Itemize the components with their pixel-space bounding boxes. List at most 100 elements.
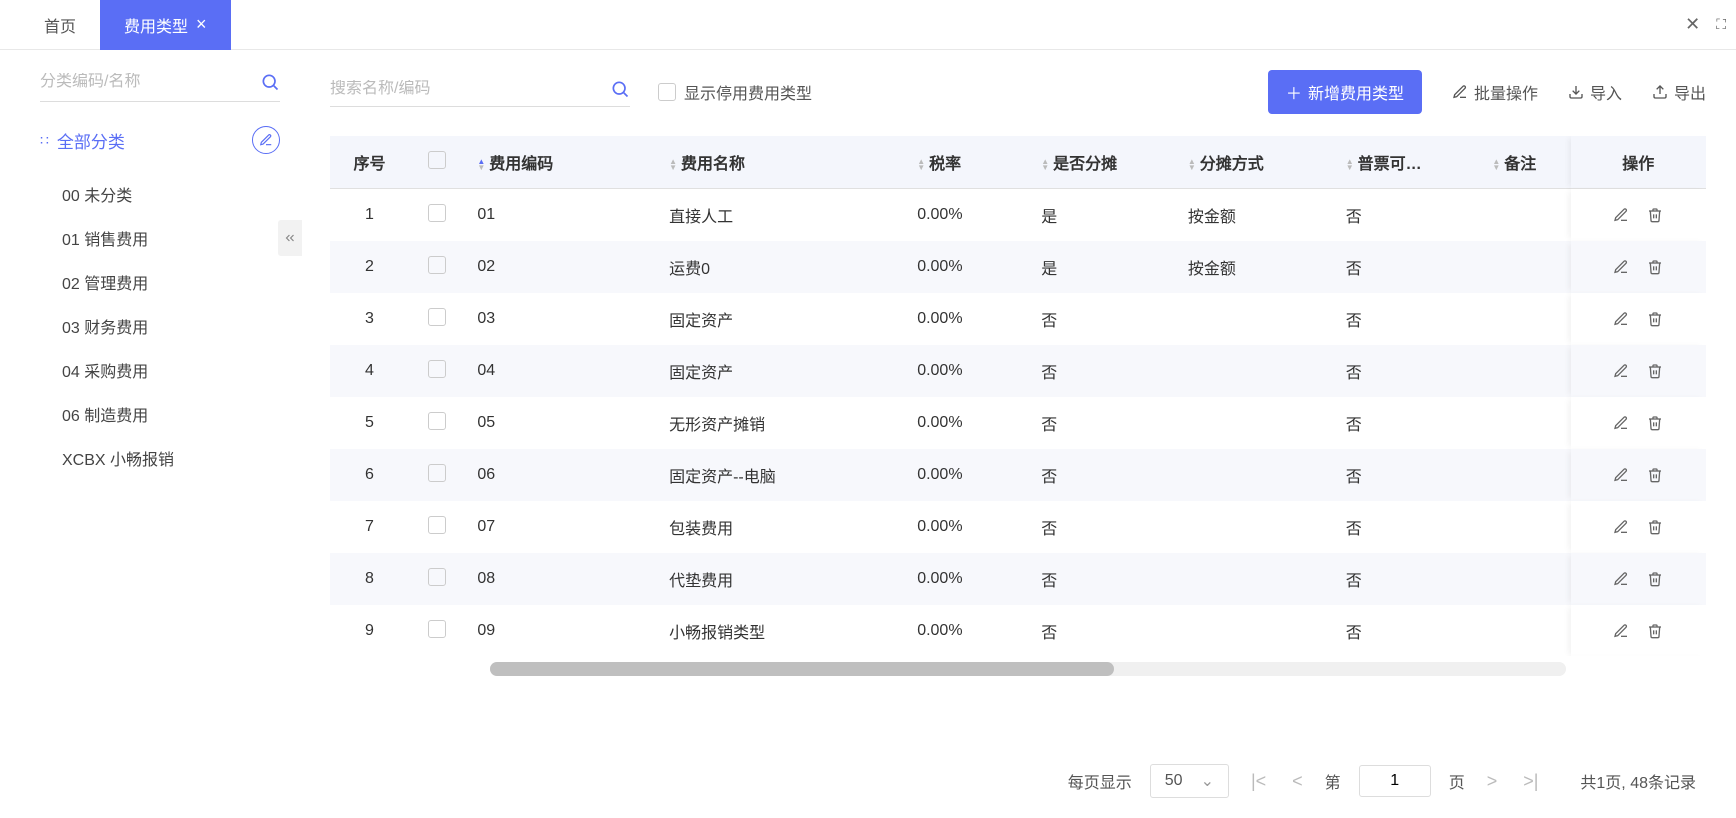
toolbar: 显示停用费用类型 ＋ 新增费用类型 批量操作 导入 导出 — [330, 70, 1706, 114]
delete-row-icon[interactable] — [1647, 414, 1663, 432]
row-checkbox[interactable] — [428, 308, 446, 326]
edit-row-icon[interactable] — [1613, 466, 1629, 484]
cell-checkbox[interactable] — [409, 501, 465, 553]
cell-name: 运费0 — [657, 241, 905, 293]
grid-icon: ∷ — [40, 132, 47, 149]
row-checkbox[interactable] — [428, 204, 446, 222]
first-page-icon[interactable]: |< — [1247, 771, 1270, 792]
search-icon[interactable] — [610, 77, 630, 100]
col-name[interactable]: 费用名称 — [657, 136, 905, 189]
delete-row-icon[interactable] — [1647, 310, 1663, 328]
table-row: 101直接人工0.00%是按金额否 — [330, 189, 1706, 241]
fullscreen-icon[interactable]: ⛶ — [1716, 16, 1726, 33]
col-code[interactable]: 费用编码 — [465, 136, 657, 189]
delete-row-icon[interactable] — [1647, 362, 1663, 380]
tabs-bar: 首页 费用类型 × ✕ ⛶ — [0, 0, 1736, 50]
last-page-icon[interactable]: >| — [1519, 771, 1542, 792]
edit-row-icon[interactable] — [1613, 258, 1629, 276]
col-rate[interactable]: 税率 — [905, 136, 1029, 189]
cell-seq: 3 — [330, 293, 409, 345]
page-prefix: 第 — [1325, 769, 1341, 793]
delete-row-icon[interactable] — [1647, 258, 1663, 276]
delete-row-icon[interactable] — [1647, 570, 1663, 588]
search-icon[interactable] — [260, 70, 280, 93]
import-button[interactable]: 导入 — [1568, 80, 1622, 104]
col-action-label: 操作 — [1622, 156, 1654, 173]
col-seq[interactable]: 序号 — [330, 136, 409, 189]
cell-seq: 1 — [330, 189, 409, 241]
edit-row-icon[interactable] — [1613, 310, 1629, 328]
edit-row-icon[interactable] — [1613, 622, 1629, 640]
col-alloc[interactable]: 是否分摊 — [1029, 136, 1176, 189]
show-disabled-checkbox[interactable]: 显示停用费用类型 — [658, 80, 812, 104]
sidebar-item[interactable]: 03 财务费用 — [40, 304, 280, 348]
edit-row-icon[interactable] — [1613, 570, 1629, 588]
cell-code: 01 — [465, 189, 657, 241]
delete-row-icon[interactable] — [1647, 622, 1663, 640]
row-checkbox[interactable] — [428, 516, 446, 534]
cell-checkbox[interactable] — [409, 553, 465, 605]
col-name-label: 费用名称 — [681, 156, 745, 173]
page-input[interactable] — [1359, 765, 1431, 797]
category-root[interactable]: ∷ 全部分类 — [40, 126, 280, 154]
cell-checkbox[interactable] — [409, 345, 465, 397]
edit-category-icon[interactable] — [252, 126, 280, 154]
per-page-select[interactable]: 50 ⌄ — [1150, 764, 1229, 798]
table-row: 505无形资产摊销0.00%否否 — [330, 397, 1706, 449]
col-checkbox[interactable] — [409, 136, 465, 189]
prev-page-icon[interactable]: < — [1288, 771, 1307, 792]
edit-row-icon[interactable] — [1613, 206, 1629, 224]
cell-seq: 2 — [330, 241, 409, 293]
row-checkbox[interactable] — [428, 360, 446, 378]
sidebar-search-input[interactable] — [40, 73, 260, 91]
col-method[interactable]: 分摊方式 — [1176, 136, 1334, 189]
collapse-sidebar-icon[interactable] — [278, 220, 302, 256]
sidebar-item[interactable]: 00 未分类 — [40, 172, 280, 216]
delete-row-icon[interactable] — [1647, 206, 1663, 224]
cell-checkbox[interactable] — [409, 189, 465, 241]
edit-row-icon[interactable] — [1613, 518, 1629, 536]
tab-expense-type[interactable]: 费用类型 × — [100, 0, 231, 50]
cell-name: 包装费用 — [657, 501, 905, 553]
edit-row-icon[interactable] — [1613, 362, 1629, 380]
sidebar-item[interactable]: 02 管理费用 — [40, 260, 280, 304]
next-page-icon[interactable]: > — [1483, 771, 1502, 792]
row-checkbox[interactable] — [428, 568, 446, 586]
sidebar-item[interactable]: 01 销售费用 — [40, 216, 280, 260]
cell-checkbox[interactable] — [409, 293, 465, 345]
close-icon[interactable]: × — [196, 14, 207, 35]
scrollbar-thumb[interactable] — [490, 662, 1114, 676]
cell-checkbox[interactable] — [409, 241, 465, 293]
batch-action-button[interactable]: 批量操作 — [1452, 80, 1538, 104]
search-input[interactable] — [330, 80, 610, 98]
cell-remark — [1480, 241, 1570, 293]
page-summary: 共1页, 48条记录 — [1580, 769, 1696, 793]
table-row: 606固定资产--电脑0.00%否否 — [330, 449, 1706, 501]
row-checkbox[interactable] — [428, 412, 446, 430]
add-expense-type-button[interactable]: ＋ 新增费用类型 — [1268, 70, 1422, 114]
export-button[interactable]: 导出 — [1652, 80, 1706, 104]
close-all-icon[interactable]: ✕ — [1685, 14, 1700, 35]
cell-code: 04 — [465, 345, 657, 397]
row-checkbox[interactable] — [428, 256, 446, 274]
cell-checkbox[interactable] — [409, 397, 465, 449]
cell-checkbox[interactable] — [409, 449, 465, 501]
delete-row-icon[interactable] — [1647, 466, 1663, 484]
cell-method — [1176, 605, 1334, 656]
sidebar-item[interactable]: XCBX 小畅报销 — [40, 436, 280, 480]
sidebar-item[interactable]: 04 采购费用 — [40, 348, 280, 392]
col-remark[interactable]: 备注 — [1480, 136, 1570, 189]
tab-home[interactable]: 首页 — [20, 0, 100, 50]
cell-checkbox[interactable] — [409, 605, 465, 656]
sidebar-item[interactable]: 06 制造费用 — [40, 392, 280, 436]
select-all-checkbox[interactable] — [428, 151, 446, 169]
cell-action — [1571, 241, 1706, 293]
delete-row-icon[interactable] — [1647, 518, 1663, 536]
cell-seq: 9 — [330, 605, 409, 656]
col-invoice[interactable]: 普票可… — [1334, 136, 1481, 189]
horizontal-scrollbar[interactable] — [490, 662, 1566, 676]
edit-row-icon[interactable] — [1613, 414, 1629, 432]
row-checkbox[interactable] — [428, 464, 446, 482]
cell-alloc: 否 — [1029, 501, 1176, 553]
row-checkbox[interactable] — [428, 620, 446, 638]
